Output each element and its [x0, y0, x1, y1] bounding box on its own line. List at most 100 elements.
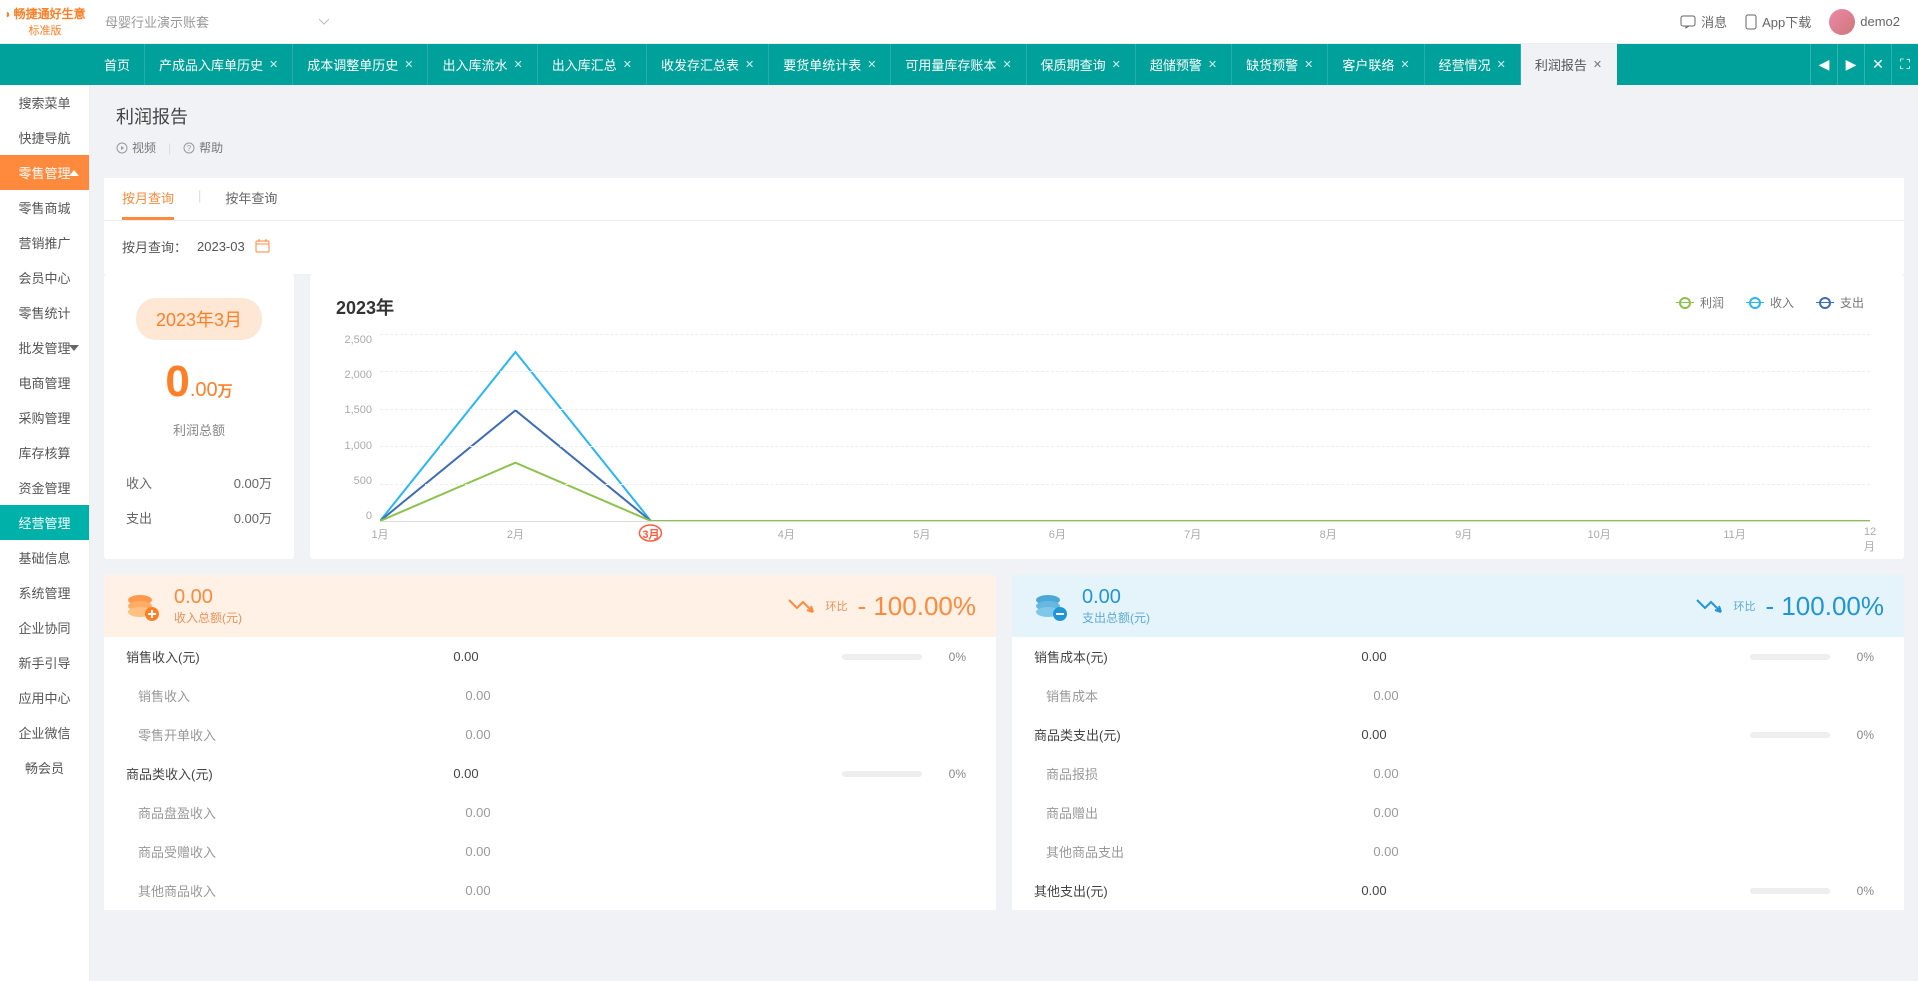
nav-零售统计[interactable]: 零售统计 [0, 295, 89, 330]
tab-by-year[interactable]: 按年查询 [225, 188, 277, 220]
income-panel: 0.00 收入总额(元) 环比 - 100.00% 销售收入(元)0.000%销… [104, 575, 996, 910]
close-icon[interactable]: ✕ [1304, 58, 1313, 71]
detail-row: 销售收入0.00 [104, 676, 996, 715]
tab-要货单统计表[interactable]: 要货单统计表✕ [769, 44, 891, 85]
nav-畅会员[interactable]: 畅会员 [0, 750, 89, 785]
tab-可用量库存账本[interactable]: 可用量库存账本✕ [891, 44, 1026, 85]
trend-down-icon [787, 596, 815, 616]
close-icon[interactable]: ✕ [1002, 58, 1011, 71]
legend-item[interactable]: 利润 [1676, 294, 1724, 311]
tab-成本调整单历史[interactable]: 成本调整单历史✕ [293, 44, 428, 85]
tab-出入库流水[interactable]: 出入库流水✕ [428, 44, 537, 85]
income-trend-pct: - 100.00% [857, 591, 976, 622]
tab-by-month[interactable]: 按月查询 [122, 188, 174, 220]
video-link[interactable]: 视频 [116, 139, 156, 156]
tab-scroll-right[interactable]: ▶ [1837, 44, 1864, 85]
nav-批发管理[interactable]: 批发管理 [0, 330, 89, 365]
trend-down-icon [1695, 596, 1723, 616]
nav-经营管理[interactable]: 经营管理 [0, 505, 89, 540]
detail-row: 其他商品收入0.00 [104, 871, 996, 910]
detail-row: 其他商品支出0.00 [1012, 832, 1904, 871]
expense-total: 0.00 [1082, 586, 1150, 609]
nav-企业协同[interactable]: 企业协同 [0, 610, 89, 645]
nav-搜索菜单[interactable]: 搜索菜单 [0, 85, 89, 120]
detail-row: 销售成本(元)0.000% [1012, 637, 1904, 676]
tab-scroll-left[interactable]: ◀ [1810, 44, 1837, 85]
nav-资金管理[interactable]: 资金管理 [0, 470, 89, 505]
message-button[interactable]: 消息 [1680, 12, 1727, 31]
nav-零售商城[interactable]: 零售商城 [0, 190, 89, 225]
close-icon[interactable]: ✕ [623, 58, 632, 71]
query-tabs: 按月查询 | 按年查询 [104, 178, 1904, 221]
topbar: ◗畅捷通好生意 标准版 母婴行业演示账套 消息 App下载 demo2 [0, 0, 1918, 44]
tab-超储预警[interactable]: 超储预警✕ [1136, 44, 1232, 85]
nav-系统管理[interactable]: 系统管理 [0, 575, 89, 610]
tab-保质期查询[interactable]: 保质期查询✕ [1027, 44, 1136, 85]
legend-item[interactable]: 收入 [1746, 294, 1794, 311]
close-icon[interactable]: ✕ [745, 58, 754, 71]
tab-首页[interactable]: 首页 [90, 44, 145, 85]
detail-row: 销售收入(元)0.000% [104, 637, 996, 676]
svg-text:?: ? [187, 144, 192, 153]
legend-item[interactable]: 支出 [1816, 294, 1864, 311]
profit-total: 0.00万 [122, 360, 276, 404]
close-icon[interactable]: ✕ [1112, 58, 1121, 71]
nav-会员中心[interactable]: 会员中心 [0, 260, 89, 295]
tab-产成品入库单历史[interactable]: 产成品入库单历史✕ [145, 44, 293, 85]
tabs-bar: 首页产成品入库单历史✕成本调整单历史✕出入库流水✕出入库汇总✕收发存汇总表✕要货… [0, 44, 1918, 85]
close-icon[interactable]: ✕ [269, 58, 278, 71]
query-label: 按月查询： [122, 237, 187, 256]
detail-row: 商品受赠收入0.00 [104, 832, 996, 871]
chart-title: 2023年 [336, 294, 1878, 320]
close-icon[interactable]: ✕ [867, 58, 876, 71]
nav-采购管理[interactable]: 采购管理 [0, 400, 89, 435]
nav-应用中心[interactable]: 应用中心 [0, 680, 89, 715]
detail-row: 商品赠出0.00 [1012, 793, 1904, 832]
close-icon[interactable]: ✕ [1593, 58, 1602, 71]
nav-基础信息[interactable]: 基础信息 [0, 540, 89, 575]
expense-panel: 0.00 支出总额(元) 环比 - 100.00% 销售成本(元)0.000%销… [1012, 575, 1904, 910]
page-title: 利润报告 [116, 103, 1892, 129]
detail-row: 商品类收入(元)0.000% [104, 754, 996, 793]
help-icon: ? [183, 142, 195, 154]
chat-icon [1680, 15, 1696, 29]
period-pill: 2023年3月 [136, 298, 262, 340]
legend: 利润 收入 支出 [1676, 294, 1864, 311]
nav-快捷导航[interactable]: 快捷导航 [0, 120, 89, 155]
coins-minus-icon [1032, 588, 1068, 624]
nav-零售管理[interactable]: 零售管理 [0, 155, 89, 190]
help-link[interactable]: ? 帮助 [183, 139, 223, 156]
income-total: 0.00 [174, 586, 242, 609]
chevron-down-icon [319, 19, 329, 25]
close-icon[interactable]: ✕ [1400, 58, 1409, 71]
summary-expense-row: 支出0.00万 [122, 500, 276, 535]
tab-收发存汇总表[interactable]: 收发存汇总表✕ [647, 44, 769, 85]
nav-营销推广[interactable]: 营销推广 [0, 225, 89, 260]
nav-电商管理[interactable]: 电商管理 [0, 365, 89, 400]
expense-trend-pct: - 100.00% [1765, 591, 1884, 622]
app-download-button[interactable]: App下载 [1745, 12, 1811, 31]
detail-row: 其他支出(元)0.000% [1012, 871, 1904, 910]
tab-缺货预警[interactable]: 缺货预警✕ [1232, 44, 1328, 85]
tab-出入库汇总[interactable]: 出入库汇总✕ [538, 44, 647, 85]
nav-库存核算[interactable]: 库存核算 [0, 435, 89, 470]
tab-利润报告[interactable]: 利润报告✕ [1521, 44, 1617, 85]
summary-card: 2023年3月 0.00万 利润总额 收入0.00万 支出0.00万 [104, 274, 294, 559]
close-icon[interactable]: ✕ [514, 58, 523, 71]
close-icon[interactable]: ✕ [404, 58, 413, 71]
query-date-input[interactable]: 2023-03 [197, 239, 245, 254]
detail-row: 销售成本0.00 [1012, 676, 1904, 715]
fullscreen-button[interactable]: ⛶ [1891, 44, 1918, 85]
close-icon[interactable]: ✕ [1208, 58, 1217, 71]
tab-close-all[interactable]: ✕ [1864, 44, 1891, 85]
account-selector[interactable]: 母婴行业演示账套 [105, 12, 365, 31]
nav-新手引导[interactable]: 新手引导 [0, 645, 89, 680]
nav-企业微信[interactable]: 企业微信 [0, 715, 89, 750]
tab-客户联络[interactable]: 客户联络✕ [1328, 44, 1424, 85]
close-icon[interactable]: ✕ [1497, 58, 1506, 71]
detail-row: 商品类支出(元)0.000% [1012, 715, 1904, 754]
detail-row: 商品盘盈收入0.00 [104, 793, 996, 832]
tab-经营情况[interactable]: 经营情况✕ [1425, 44, 1521, 85]
user-menu[interactable]: demo2 [1829, 9, 1900, 35]
calendar-icon[interactable] [255, 238, 270, 256]
